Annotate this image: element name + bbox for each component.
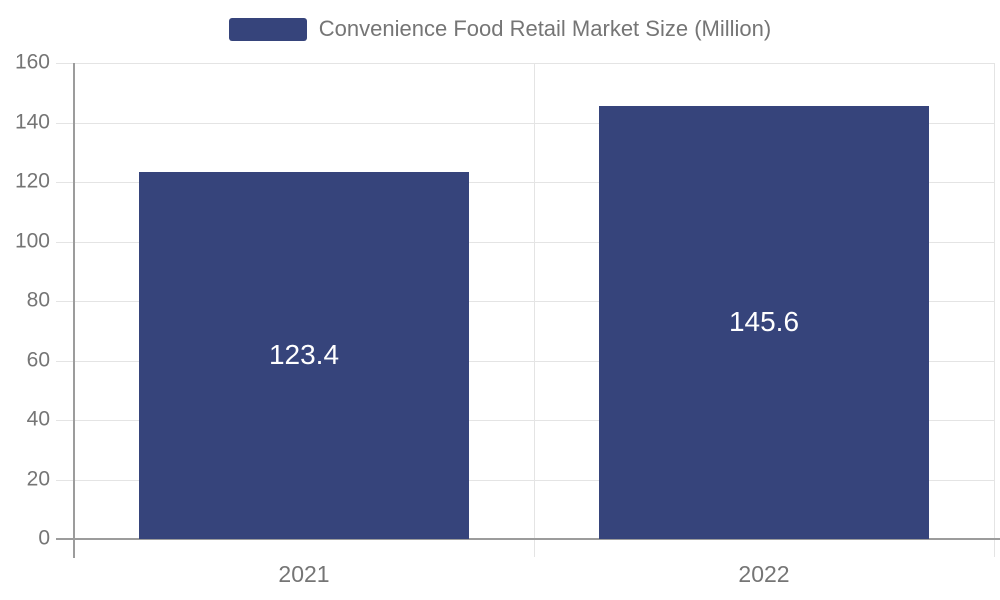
y-axis-tick-label: 80 — [26, 288, 50, 312]
y-axis-tick-label: 120 — [14, 169, 50, 193]
x-axis-tick-label: 2021 — [278, 561, 330, 587]
legend-label: Convenience Food Retail Market Size (Mil… — [318, 16, 772, 41]
y-gridline — [56, 241, 994, 243]
y-axis-line — [73, 63, 75, 558]
bar-2022[interactable] — [599, 105, 929, 539]
y-gridline — [56, 360, 994, 362]
bar-2021[interactable] — [139, 171, 469, 539]
y-axis-tick-label: 100 — [14, 229, 50, 253]
legend-swatch-icon — [228, 17, 307, 41]
y-axis-tick-label: 160 — [14, 50, 50, 74]
x-axis-tick-label: 2022 — [738, 561, 790, 587]
y-gridline — [56, 479, 994, 481]
x-gridline — [994, 63, 995, 557]
y-axis-tick-label: 60 — [26, 348, 50, 372]
y-gridline — [56, 420, 994, 421]
y-gridline — [56, 63, 994, 64]
bar-value-label: 123.4 — [268, 339, 340, 371]
y-axis-tick-label: 20 — [26, 467, 50, 491]
x-axis-line — [56, 538, 1000, 540]
x-gridline — [534, 63, 535, 557]
y-gridline — [56, 122, 994, 124]
y-axis-tick-label: 0 — [38, 526, 50, 550]
legend-item[interactable]: Convenience Food Retail Market Size (Mil… — [0, 17, 1000, 41]
y-gridline — [56, 301, 994, 302]
bar-value-label: 145.6 — [728, 306, 800, 338]
y-axis-tick-label: 40 — [26, 407, 50, 431]
y-gridline — [56, 182, 994, 183]
y-axis-tick-label: 140 — [14, 110, 50, 134]
